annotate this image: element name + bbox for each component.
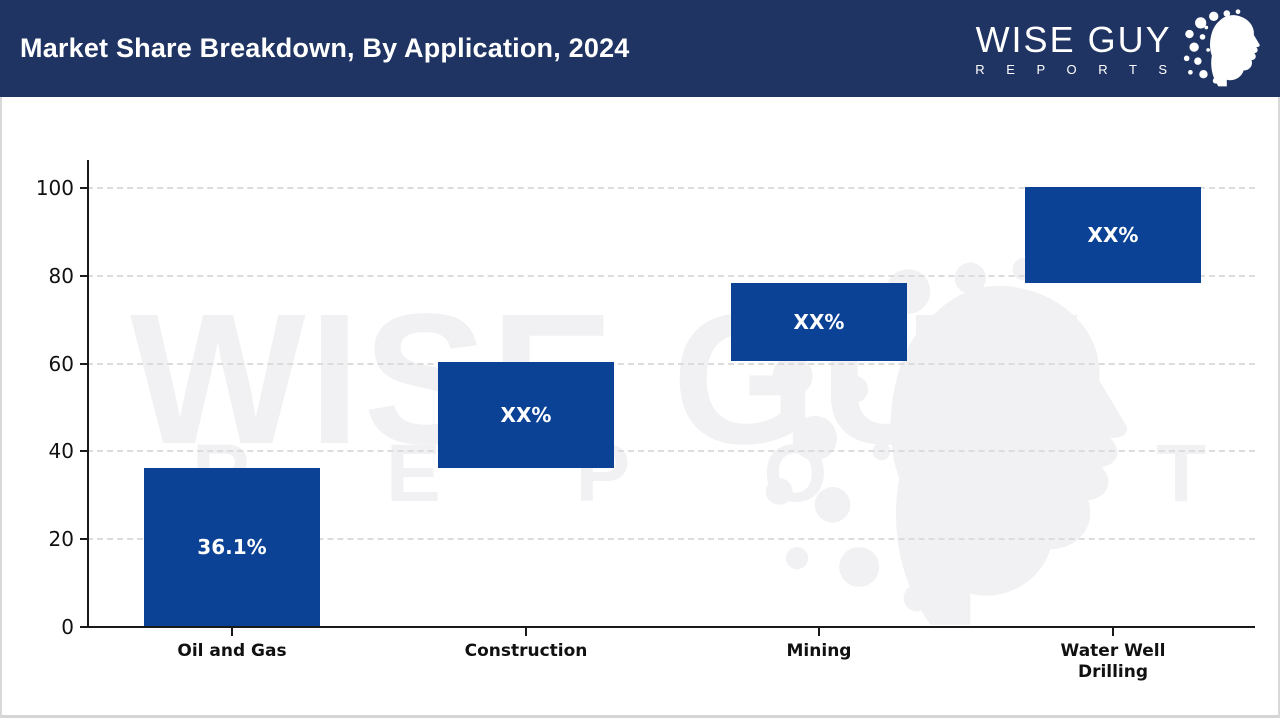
logo-text: WISE GUY R E P O R T S xyxy=(971,18,1176,77)
y-tick-label-60: 60 xyxy=(48,351,74,376)
y-tick-label-80: 80 xyxy=(48,263,74,288)
logo-wordmark: WISE GUY xyxy=(975,18,1172,60)
bar-value-label-construction: XX% xyxy=(500,402,552,427)
x-tick-mark-mining xyxy=(818,628,820,636)
x-axis-line xyxy=(87,626,1255,628)
y-tick-mark-100 xyxy=(80,187,88,189)
bar-construction: XX% xyxy=(438,361,614,468)
x-category-label-mining: Mining xyxy=(786,641,852,661)
y-tick-mark-80 xyxy=(80,274,88,277)
x-category-label-construction: Construction xyxy=(464,641,588,661)
chart-area: WISE GUY R E P O R T S 36.1%XX%XX%XX% 02… xyxy=(0,97,1280,718)
gridline-20 xyxy=(87,538,1255,541)
x-category-label-oil-and-gas: Oil and Gas xyxy=(177,641,287,661)
x-tick-mark-construction xyxy=(525,628,527,636)
x-tick-mark-oil-and-gas xyxy=(231,628,233,636)
y-axis-line xyxy=(87,160,89,626)
gridline-80 xyxy=(87,274,1255,277)
bar-water-well-drilling: XX% xyxy=(1025,187,1201,283)
x-tick-mark-water-well-drilling xyxy=(1112,628,1114,636)
bar-value-label-mining: XX% xyxy=(793,309,845,334)
bar-mining: XX% xyxy=(731,282,907,361)
gridline-40 xyxy=(87,450,1255,453)
wise-guy-logo: WISE GUY R E P O R T S xyxy=(971,6,1266,91)
logo-head-icon xyxy=(1183,8,1260,86)
bar-value-label-water-well-drilling: XX% xyxy=(1087,222,1139,247)
y-tick-mark-0 xyxy=(80,626,88,628)
bar-oil-and-gas: 36.1% xyxy=(144,467,320,626)
y-tick-mark-40 xyxy=(80,450,88,453)
gridline-60 xyxy=(87,362,1255,365)
y-tick-mark-60 xyxy=(80,362,88,365)
y-tick-label-20: 20 xyxy=(48,527,74,552)
logo-subtitle: R E P O R T S xyxy=(975,61,1176,77)
y-tick-label-40: 40 xyxy=(48,439,74,464)
y-tick-mark-20 xyxy=(80,538,88,541)
bar-value-label-oil-and-gas: 36.1% xyxy=(197,534,267,559)
page-title: Market Share Breakdown, By Application, … xyxy=(20,33,630,63)
y-tick-label-100: 100 xyxy=(35,176,74,200)
header-bar: Market Share Breakdown, By Application, … xyxy=(0,0,1280,97)
gridline-100 xyxy=(87,187,1255,189)
y-tick-label-0: 0 xyxy=(61,615,74,639)
x-category-label-water-well-drilling: Water Well Drilling xyxy=(1060,641,1166,682)
